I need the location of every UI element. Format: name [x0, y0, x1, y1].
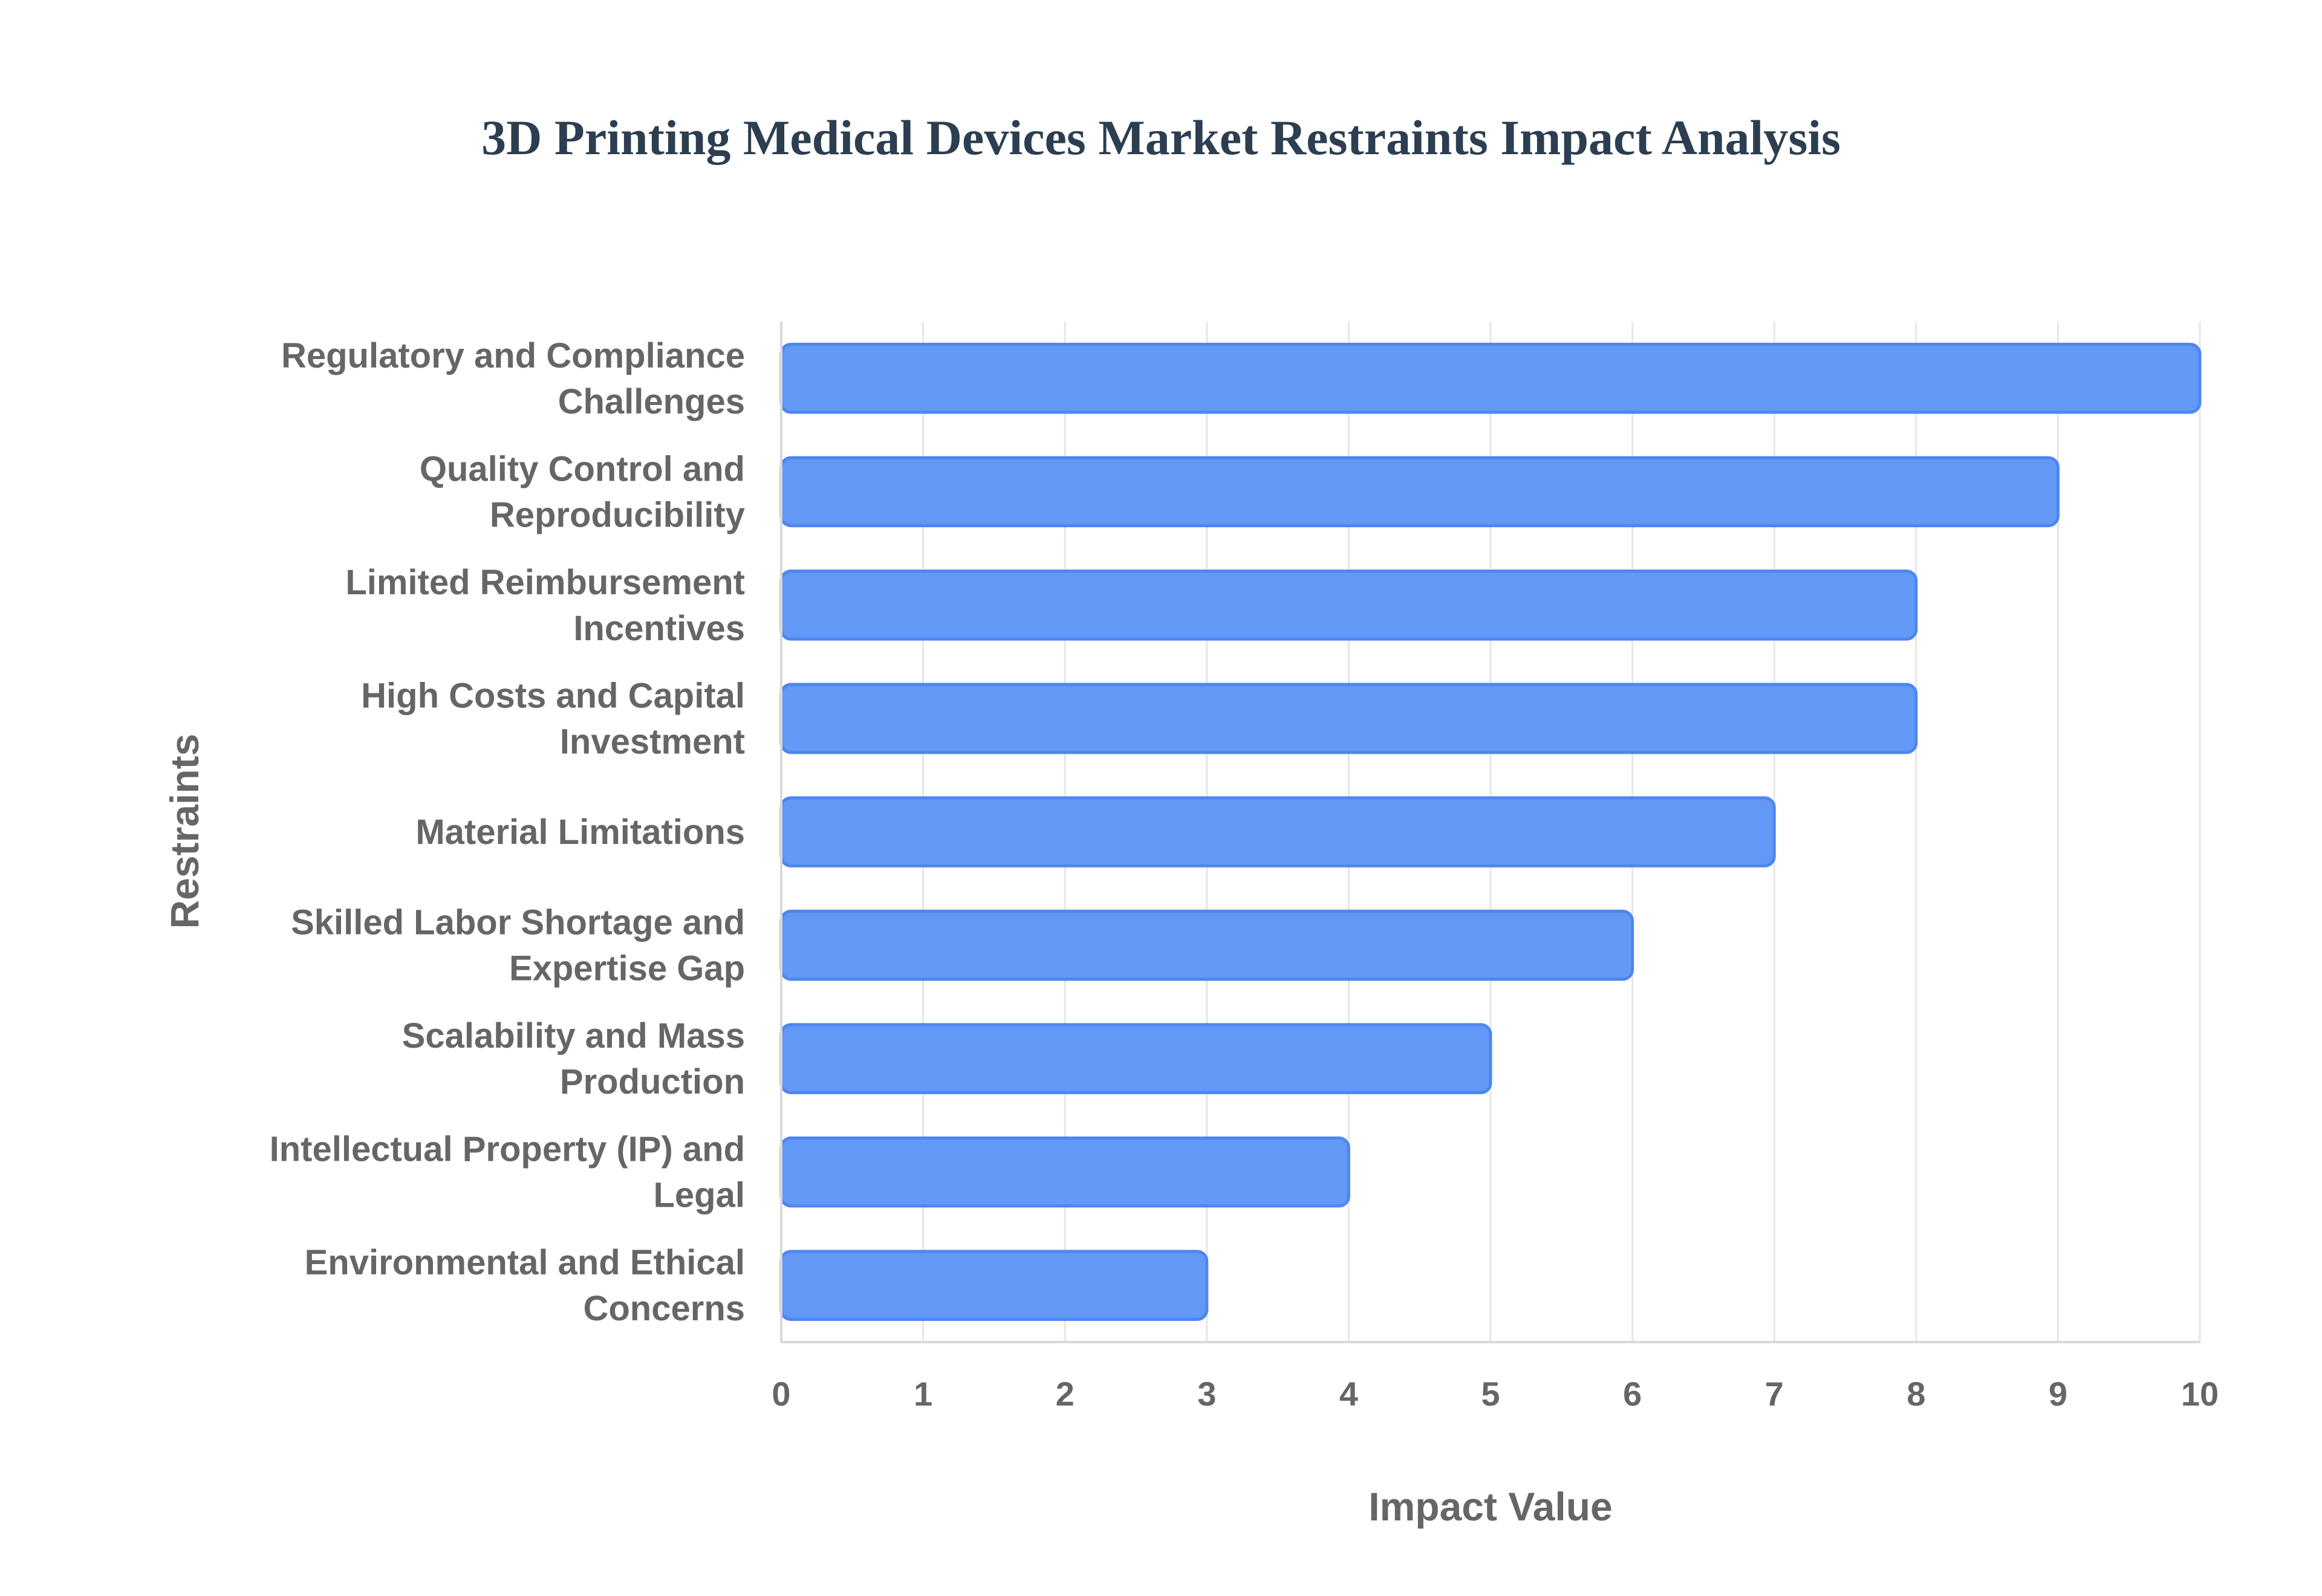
bar [779, 569, 1918, 641]
x-tick-label: 9 [2049, 1375, 2067, 1413]
category-label-line: Quality Control and [420, 449, 745, 488]
bar [779, 909, 1634, 981]
bars [779, 343, 2202, 1321]
bar [779, 1136, 1350, 1208]
category-label: Material Limitations [415, 813, 745, 852]
category-label-line: Reproducibility [490, 495, 745, 534]
category-label: Limited Reimbursement Incentives [345, 563, 745, 648]
category-label-line: Regulatory and Compliance [281, 336, 745, 375]
category-label-line: Legal [654, 1176, 746, 1215]
category-label: Skilled Labor Shortage and Expertise Gap [291, 903, 745, 988]
category-label-line: Incentives [573, 609, 745, 648]
category-label: Scalability and Mass Production [402, 1016, 745, 1101]
x-tick-label: 7 [1765, 1375, 1784, 1413]
x-tick-label: 0 [772, 1375, 790, 1413]
x-tick-labels: 0 1 2 3 4 5 6 7 8 9 10 [772, 1375, 2219, 1413]
category-label-line: Investment [560, 722, 745, 761]
bar [779, 343, 2202, 414]
x-tick-label: 3 [1197, 1375, 1216, 1413]
category-label-line: Skilled Labor Shortage and [291, 903, 745, 942]
category-label-line: Concerns [583, 1289, 745, 1328]
category-label-line: Challenges [558, 382, 745, 421]
x-tick-label: 8 [1907, 1375, 1925, 1413]
bar [779, 1023, 1492, 1094]
category-label: High Costs and Capital Investment [361, 676, 745, 761]
bar [779, 683, 1918, 754]
category-label-line: Production [560, 1062, 745, 1101]
category-label-line: Expertise Gap [509, 949, 745, 988]
x-tick-label: 6 [1623, 1375, 1642, 1413]
bar [779, 456, 2060, 528]
x-tick-label: 5 [1481, 1375, 1500, 1413]
category-label-line: High Costs and Capital [361, 676, 745, 715]
category-label: Regulatory and Compliance Challenges [281, 336, 745, 421]
x-axis-title: Impact Value [1368, 1484, 1613, 1529]
category-label-line: Material Limitations [415, 813, 745, 852]
category-label: Intellectual Property (IP) and Legal [270, 1130, 745, 1215]
category-labels: Regulatory and Compliance Challenges Quali… [270, 336, 745, 1328]
category-label-line: Limited Reimbursement [345, 563, 745, 602]
bar [779, 1250, 1209, 1321]
category-label: Environmental and Ethical Concerns [305, 1243, 745, 1328]
category-label-line: Scalability and Mass [402, 1016, 745, 1056]
bar [779, 796, 1776, 868]
chart-title: 3D Printing Medical Devices Market Restr… [481, 110, 1841, 165]
axes [780, 322, 2200, 1343]
category-label: Quality Control and Reproducibility [420, 449, 745, 534]
x-tick-label: 1 [914, 1375, 932, 1413]
category-label-line: Environmental and Ethical [305, 1243, 745, 1282]
category-label-line: Intellectual Property (IP) and [270, 1130, 745, 1169]
y-axis-title: Restraints [162, 734, 207, 929]
x-tick-label: 2 [1056, 1375, 1075, 1413]
x-tick-label: 10 [2181, 1375, 2219, 1413]
x-tick-label: 4 [1339, 1375, 1358, 1413]
